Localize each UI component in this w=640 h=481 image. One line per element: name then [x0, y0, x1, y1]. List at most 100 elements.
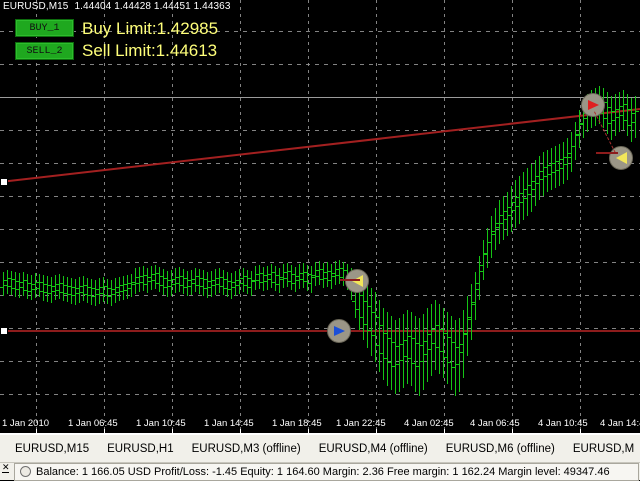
- buy-entry-marker[interactable]: [327, 319, 351, 343]
- bar-close-tick: [72, 287, 75, 289]
- bar-open-tick: [564, 164, 567, 166]
- bar-open-tick: [88, 295, 91, 297]
- bar-close-tick: [256, 274, 259, 276]
- tab-eurusd-m6-offline[interactable]: EURUSD,M6 (offline): [445, 442, 555, 455]
- bar-open-tick: [44, 292, 47, 294]
- minimize-icon[interactable]: [2, 471, 9, 473]
- bar-open-tick: [60, 291, 63, 293]
- buy-limit-marker[interactable]: [609, 146, 633, 170]
- sell-2-button[interactable]: SELL_2: [15, 42, 74, 60]
- bar-open-tick: [456, 363, 459, 365]
- tab-eurusd-h1[interactable]: EURUSD,H1: [107, 442, 174, 455]
- vertical-gridline: [444, 0, 445, 433]
- tab-eurusd-m4-offline[interactable]: EURUSD,M4 (offline): [318, 442, 428, 455]
- bar-open-tick: [540, 179, 543, 181]
- bar-close-tick: [524, 188, 527, 190]
- bar-open-tick: [572, 145, 575, 147]
- bar-close-tick: [236, 279, 239, 281]
- price-bar: [535, 160, 536, 206]
- bar-close-tick: [184, 277, 187, 279]
- bar-open-tick: [184, 286, 187, 288]
- bar-close-tick: [468, 317, 471, 318]
- price-bar: [91, 279, 92, 305]
- sell-exit-marker[interactable]: [581, 93, 605, 117]
- price-bar: [83, 276, 84, 301]
- tab-eurusd-m3-offline[interactable]: EURUSD,M3 (offline): [191, 442, 301, 455]
- price-bar: [175, 268, 176, 293]
- buy-limit-handle[interactable]: [0, 327, 8, 335]
- price-bar: [231, 273, 232, 299]
- buy-limit-level-line[interactable]: [0, 330, 640, 332]
- bar-open-tick: [536, 183, 539, 185]
- bar-open-tick: [448, 361, 451, 363]
- bar-close-tick: [112, 289, 115, 291]
- bar-close-tick: [396, 345, 399, 347]
- bar-close-tick: [76, 288, 79, 290]
- close-icon[interactable]: ✕: [2, 461, 10, 472]
- sell-entry-marker[interactable]: [345, 269, 369, 293]
- price-bar: [251, 271, 252, 296]
- bar-open-tick: [544, 176, 547, 178]
- bar-close-tick: [340, 268, 343, 270]
- bar-close-tick: [384, 333, 387, 335]
- bar-open-tick: [176, 282, 179, 284]
- bar-open-tick: [476, 283, 479, 285]
- bar-open-tick: [276, 283, 279, 285]
- price-bar: [611, 96, 612, 140]
- bar-open-tick: [36, 288, 39, 290]
- bar-open-tick: [460, 352, 463, 354]
- bar-open-tick: [628, 125, 631, 127]
- bar-open-tick: [584, 117, 587, 119]
- price-bar: [571, 132, 572, 172]
- tab-eurusd-m15[interactable]: EURUSD,M15: [15, 442, 90, 455]
- price-bar: [355, 272, 356, 318]
- bar-close-tick: [544, 167, 547, 169]
- bar-open-tick: [408, 357, 411, 359]
- price-chart-canvas[interactable]: EURUSD,M15 1.44404 1.44428 1.44451 1.4436…: [0, 0, 640, 433]
- bar-close-tick: [444, 332, 447, 334]
- price-bar: [119, 277, 120, 301]
- trendline-upper[interactable]: [0, 108, 640, 183]
- bar-close-tick: [360, 294, 363, 296]
- bar-open-tick: [468, 318, 471, 320]
- bar-open-tick: [496, 227, 499, 229]
- vertical-gridline: [308, 0, 309, 433]
- price-bar: [79, 277, 80, 303]
- bar-close-tick: [456, 346, 459, 348]
- bar-close-tick: [612, 111, 615, 113]
- bar-close-tick: [632, 113, 635, 115]
- bar-open-tick: [8, 285, 11, 287]
- bar-close-tick: [308, 274, 311, 276]
- bar-close-tick: [164, 278, 167, 280]
- price-bar: [207, 272, 208, 298]
- buy-1-button[interactable]: BUY_1: [15, 19, 74, 37]
- bar-open-tick: [340, 276, 343, 278]
- bar-close-tick: [100, 287, 103, 289]
- trendline-handle-left[interactable]: [0, 178, 8, 186]
- price-bar: [335, 261, 336, 285]
- bar-close-tick: [636, 110, 639, 112]
- price-bar: [115, 278, 116, 303]
- bar-close-tick: [388, 337, 391, 339]
- tab-eurusd-m[interactable]: EURUSD,M: [572, 442, 635, 455]
- price-bar: [487, 228, 488, 268]
- bar-close-tick: [540, 171, 543, 173]
- bar-close-tick: [28, 282, 31, 284]
- price-bar: [527, 168, 528, 216]
- bar-close-tick: [604, 102, 607, 103]
- bar-open-tick: [316, 275, 319, 277]
- bar-open-tick: [124, 289, 127, 291]
- price-bar: [471, 284, 472, 340]
- bar-close-tick: [172, 279, 175, 281]
- bar-open-tick: [24, 289, 27, 291]
- sell-order-level-stub: [340, 279, 360, 281]
- bar-close-tick: [4, 280, 7, 282]
- price-bar: [415, 316, 416, 392]
- chart-tab-bar[interactable]: EURUSD,M15 EURUSD,H1 EURUSD,M3 (offline) EU…: [0, 433, 640, 462]
- bar-close-tick: [476, 288, 479, 290]
- horizontal-gridline: [0, 196, 640, 197]
- price-bar: [147, 268, 148, 293]
- price-bar: [575, 122, 576, 160]
- terminal-close-controls[interactable]: ✕: [0, 461, 14, 481]
- bar-close-tick: [364, 301, 367, 302]
